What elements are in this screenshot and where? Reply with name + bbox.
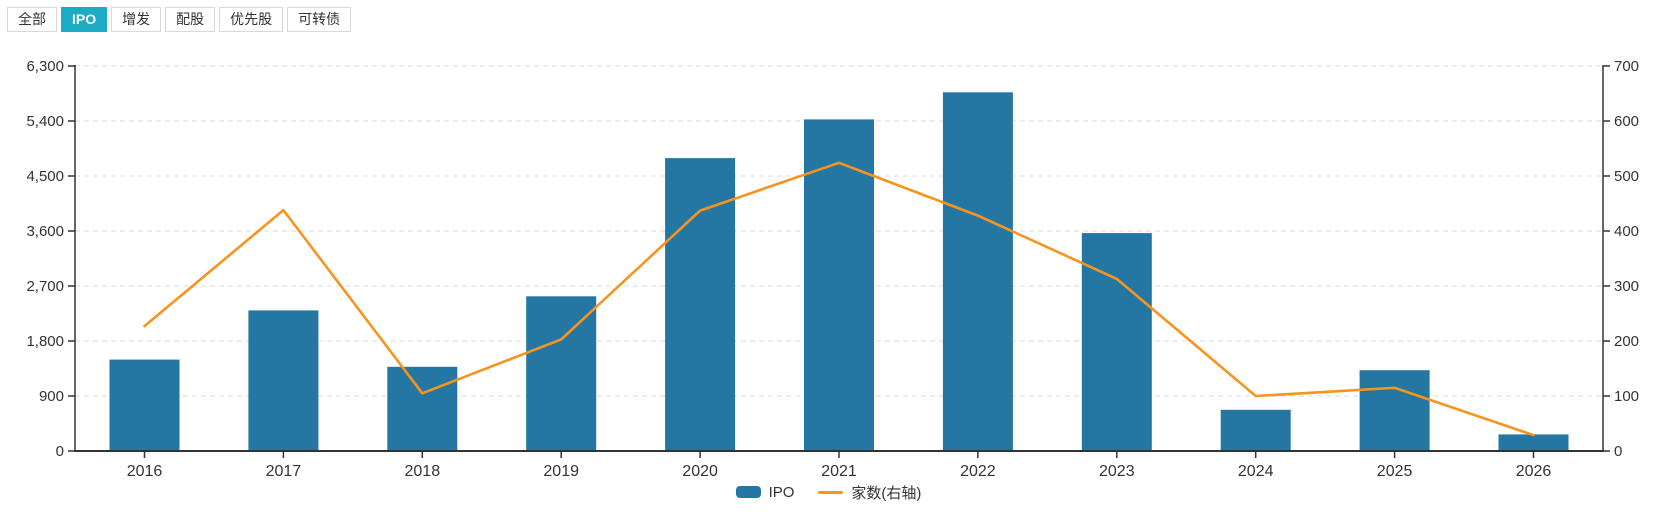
- tab-preferred-stock[interactable]: 优先股: [219, 7, 284, 32]
- bar-2025[interactable]: [1359, 370, 1430, 451]
- right-tick-label: 200: [1614, 333, 1639, 350]
- security-type-tabs: 全部 IPO 增发 配股 优先股 可转债: [7, 7, 352, 32]
- x-tick-label-2023: 2023: [1099, 463, 1135, 480]
- right-tick-label: 0: [1614, 443, 1622, 460]
- x-tick-label-2026: 2026: [1516, 463, 1552, 480]
- x-tick-label-2025: 2025: [1377, 463, 1413, 480]
- chart-legend: IPO 家数(右轴): [0, 480, 1657, 504]
- legend-label: IPO: [768, 483, 795, 501]
- bar-2024[interactable]: [1220, 409, 1291, 451]
- x-tick-label-2021: 2021: [821, 463, 857, 480]
- bar-2021[interactable]: [804, 119, 874, 452]
- tab-ipo[interactable]: IPO: [61, 7, 108, 32]
- x-tick-label-2017: 2017: [266, 463, 302, 480]
- x-tick-label-2022: 2022: [960, 463, 996, 480]
- bar-2023[interactable]: [1081, 233, 1152, 451]
- left-tick-label: 4,500: [26, 168, 64, 185]
- x-tick-label-2024: 2024: [1238, 463, 1274, 480]
- bar-2018[interactable]: [387, 366, 458, 451]
- x-tick-label-2018: 2018: [405, 463, 441, 480]
- left-tick-label: 6,300: [26, 58, 64, 75]
- right-tick-label: 400: [1614, 223, 1639, 240]
- tab-secondary-offering[interactable]: 增发: [111, 7, 162, 32]
- right-tick-label: 100: [1614, 388, 1639, 405]
- left-tick-label: 0: [56, 443, 64, 460]
- left-tick-label: 5,400: [26, 113, 64, 130]
- left-tick-label: 2,700: [26, 278, 64, 295]
- left-tick-label: 900: [39, 388, 64, 405]
- line-series-swatch-icon: [818, 490, 844, 494]
- bar-2019[interactable]: [526, 296, 597, 451]
- x-tick-label-2016: 2016: [127, 463, 163, 480]
- legend-ipo[interactable]: IPO: [735, 483, 795, 501]
- tab-rights-issue[interactable]: 配股: [165, 7, 216, 32]
- legend-companies[interactable]: 家数(右轴): [818, 482, 921, 503]
- x-tick-label-2020: 2020: [682, 463, 718, 480]
- bar-2020[interactable]: [665, 158, 736, 451]
- companies-line[interactable]: [143, 161, 1535, 437]
- bar-2017[interactable]: [248, 310, 319, 451]
- bar-series-swatch-icon: [735, 486, 761, 498]
- legend-label: 家数(右轴): [851, 484, 922, 502]
- tab-all[interactable]: 全部: [7, 7, 57, 32]
- x-tick-label-2019: 2019: [543, 463, 579, 480]
- left-tick-label: 3,600: [26, 223, 64, 240]
- bar-2016[interactable]: [109, 359, 180, 451]
- right-tick-label: 300: [1614, 278, 1639, 295]
- left-tick-label: 1,800: [26, 333, 64, 350]
- right-tick-label: 700: [1614, 58, 1639, 75]
- bar-2022[interactable]: [942, 92, 1013, 452]
- right-tick-label: 500: [1614, 168, 1639, 185]
- tab-convertible-bond[interactable]: 可转债: [287, 7, 352, 32]
- right-tick-label: 600: [1614, 113, 1639, 130]
- bar-2026[interactable]: [1498, 434, 1569, 451]
